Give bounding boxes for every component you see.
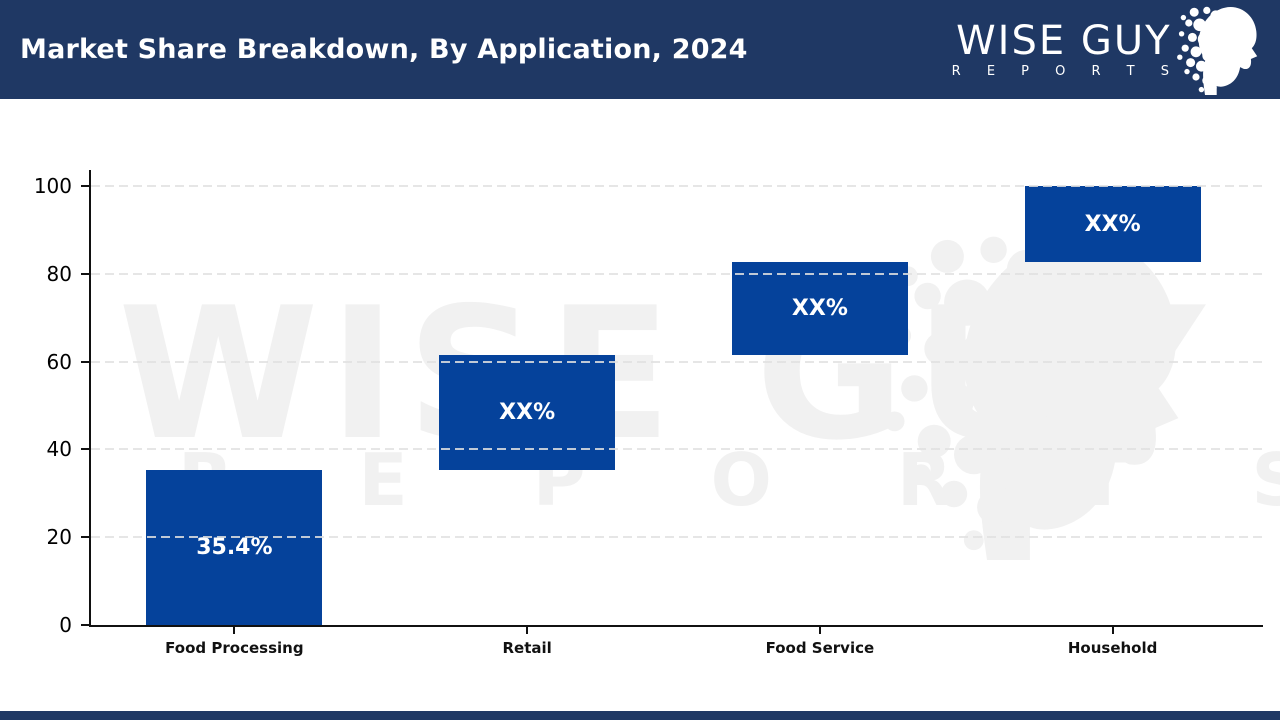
- x-category-label: Food Service: [765, 639, 875, 657]
- bar-food-service: XX%: [731, 262, 908, 356]
- chart-title: Market Share Breakdown, By Application, …: [20, 34, 748, 65]
- gridline: [91, 185, 1262, 187]
- header-band: Market Share Breakdown, By Application, …: [0, 0, 1280, 99]
- x-tick-mark: [1111, 627, 1114, 634]
- footer-band: [0, 711, 1280, 720]
- x-tick-mark: [818, 627, 821, 634]
- bar-value-label: XX%: [1084, 211, 1141, 237]
- y-tick-mark: [81, 448, 89, 451]
- y-tick-mark: [81, 185, 89, 187]
- logo-wordmark: WISE GUY: [956, 17, 1172, 64]
- bar-value-label: XX%: [791, 296, 848, 322]
- gridline: [91, 360, 1262, 363]
- y-tick-mark: [81, 624, 89, 626]
- y-tick-mark: [81, 360, 89, 363]
- y-tick-label: 20: [46, 525, 72, 550]
- face-dots-icon: [1177, 6, 1258, 95]
- x-tick-mark: [526, 627, 529, 634]
- gridline: [91, 448, 1262, 451]
- logo-subtitle: R E P O R T S: [951, 63, 1180, 79]
- y-tick-mark: [81, 536, 89, 539]
- y-tick-label: 100: [33, 174, 72, 198]
- y-tick-label: 60: [46, 349, 72, 374]
- gridline: [91, 536, 1262, 539]
- y-tick-mark: [81, 272, 89, 275]
- bar-food-processing: 35.4%: [146, 469, 323, 625]
- x-axis-line: [89, 625, 1263, 627]
- x-category-label: Food Processing: [165, 639, 304, 657]
- y-tick-label: 40: [46, 437, 72, 462]
- wiseguy-logo: WISE GUY R E P O R T S: [948, 5, 1280, 95]
- bar-retail: XX%: [439, 355, 616, 470]
- gridline: [91, 272, 1262, 275]
- x-tick-mark: [233, 627, 236, 634]
- y-tick-label: 0: [59, 613, 72, 637]
- bar-value-label: 35.4%: [196, 534, 273, 560]
- x-category-label: Household: [1067, 639, 1158, 657]
- bar-value-label: XX%: [499, 400, 556, 426]
- y-axis-line: [89, 170, 91, 627]
- waterfall-chart: 0 20 40 60 80 100 35.4% Food Processing XX% Retai…: [0, 99, 1280, 711]
- y-tick-label: 80: [46, 261, 72, 286]
- x-category-label: Retail: [502, 639, 552, 657]
- bar-household: XX%: [1024, 186, 1201, 263]
